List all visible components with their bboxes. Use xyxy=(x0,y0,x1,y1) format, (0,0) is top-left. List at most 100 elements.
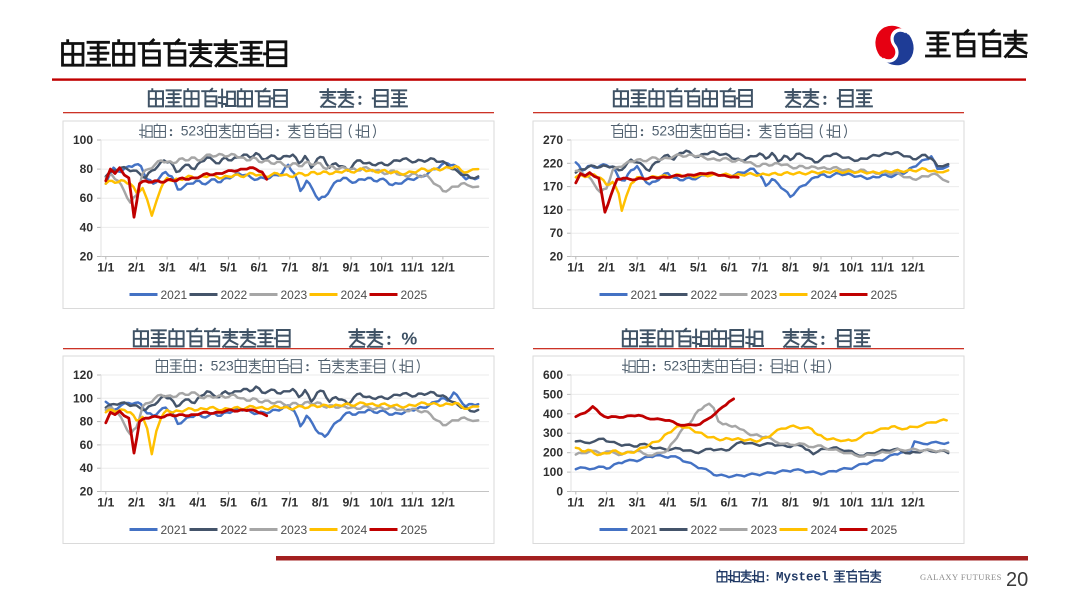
svg-text:2024: 2024 xyxy=(341,288,368,302)
svg-text:12/1: 12/1 xyxy=(901,261,925,275)
svg-text:3/1: 3/1 xyxy=(159,261,176,275)
svg-text:12/1: 12/1 xyxy=(431,261,455,275)
svg-text:10/1: 10/1 xyxy=(840,496,864,510)
svg-text:5/1: 5/1 xyxy=(690,496,707,510)
svg-text:12/1: 12/1 xyxy=(431,496,455,510)
svg-text:40: 40 xyxy=(80,461,94,475)
svg-text:0: 0 xyxy=(556,485,563,499)
svg-text:400: 400 xyxy=(543,407,563,421)
svg-text:300: 300 xyxy=(543,426,563,440)
svg-text:2021: 2021 xyxy=(631,288,658,302)
svg-text:5/1: 5/1 xyxy=(220,261,237,275)
svg-text:523: 523 xyxy=(664,358,687,374)
svg-text:270: 270 xyxy=(543,133,563,147)
svg-text:4/1: 4/1 xyxy=(659,496,676,510)
svg-text:2025: 2025 xyxy=(871,523,898,537)
svg-text:7/1: 7/1 xyxy=(281,496,298,510)
svg-text:Mysteel: Mysteel xyxy=(776,571,829,585)
svg-text:10/1: 10/1 xyxy=(840,261,864,275)
svg-text:2024: 2024 xyxy=(811,288,838,302)
svg-text:120: 120 xyxy=(73,368,93,382)
svg-text:2021: 2021 xyxy=(631,523,658,537)
svg-text:600: 600 xyxy=(543,368,563,382)
svg-text:2025: 2025 xyxy=(401,523,428,537)
svg-text:10/1: 10/1 xyxy=(370,261,394,275)
svg-text:2023: 2023 xyxy=(751,288,778,302)
svg-text:10/1: 10/1 xyxy=(370,496,394,510)
svg-text:2025: 2025 xyxy=(401,288,428,302)
svg-text:40: 40 xyxy=(80,220,94,234)
svg-text:5/1: 5/1 xyxy=(690,261,707,275)
svg-text:2023: 2023 xyxy=(281,523,308,537)
svg-text:6/1: 6/1 xyxy=(720,496,737,510)
svg-text:9/1: 9/1 xyxy=(342,261,359,275)
svg-text:20: 20 xyxy=(1006,569,1028,591)
svg-text:60: 60 xyxy=(80,438,94,452)
svg-text:80: 80 xyxy=(80,415,94,429)
svg-text:1/1: 1/1 xyxy=(97,496,114,510)
svg-text:11/1: 11/1 xyxy=(871,496,894,510)
svg-text:12/1: 12/1 xyxy=(901,496,925,510)
svg-text:2022: 2022 xyxy=(221,523,248,537)
svg-text:20: 20 xyxy=(550,250,564,264)
svg-text:170: 170 xyxy=(543,180,563,194)
svg-text:8/1: 8/1 xyxy=(782,496,799,510)
svg-text:2022: 2022 xyxy=(691,523,718,537)
svg-text:4/1: 4/1 xyxy=(659,261,676,275)
svg-text:2022: 2022 xyxy=(221,288,248,302)
svg-text:1/1: 1/1 xyxy=(97,261,114,275)
svg-text:60: 60 xyxy=(80,191,94,205)
svg-text:200: 200 xyxy=(543,446,563,460)
svg-text:500: 500 xyxy=(543,387,563,401)
svg-text:1/1: 1/1 xyxy=(567,496,584,510)
svg-text:2025: 2025 xyxy=(871,288,898,302)
svg-text:2022: 2022 xyxy=(691,288,718,302)
svg-text:120: 120 xyxy=(543,203,563,217)
svg-text:2023: 2023 xyxy=(281,288,308,302)
svg-text:2021: 2021 xyxy=(161,288,188,302)
svg-text:11/1: 11/1 xyxy=(401,496,424,510)
svg-text:70: 70 xyxy=(550,226,564,240)
svg-text:9/1: 9/1 xyxy=(812,496,829,510)
svg-text:6/1: 6/1 xyxy=(720,261,737,275)
svg-text:9/1: 9/1 xyxy=(342,496,359,510)
svg-text:2/1: 2/1 xyxy=(128,496,145,510)
svg-text:2/1: 2/1 xyxy=(598,496,615,510)
svg-text:8/1: 8/1 xyxy=(312,261,329,275)
svg-text:100: 100 xyxy=(73,133,93,147)
svg-text:6/1: 6/1 xyxy=(251,261,268,275)
svg-text:220: 220 xyxy=(543,156,563,170)
svg-text:523: 523 xyxy=(652,123,675,139)
svg-text:8/1: 8/1 xyxy=(312,496,329,510)
svg-text:8/1: 8/1 xyxy=(782,261,799,275)
svg-text:2/1: 2/1 xyxy=(598,261,615,275)
svg-text:2/1: 2/1 xyxy=(128,261,145,275)
svg-text:2024: 2024 xyxy=(341,523,368,537)
svg-text:2024: 2024 xyxy=(811,523,838,537)
svg-text:100: 100 xyxy=(73,391,93,405)
svg-text:11/1: 11/1 xyxy=(871,261,894,275)
svg-text:3/1: 3/1 xyxy=(159,496,176,510)
svg-text:523: 523 xyxy=(211,358,234,374)
svg-text:11/1: 11/1 xyxy=(401,261,424,275)
svg-text:7/1: 7/1 xyxy=(751,261,768,275)
svg-text:7/1: 7/1 xyxy=(751,496,768,510)
svg-text:5/1: 5/1 xyxy=(220,496,237,510)
svg-text:%: % xyxy=(401,328,417,348)
svg-text:9/1: 9/1 xyxy=(812,261,829,275)
svg-text:4/1: 4/1 xyxy=(189,261,206,275)
svg-text:20: 20 xyxy=(80,485,94,499)
svg-text:20: 20 xyxy=(80,250,94,264)
svg-text:GALAXY FUTURES: GALAXY FUTURES xyxy=(920,572,1002,582)
svg-text:4/1: 4/1 xyxy=(189,496,206,510)
svg-text:3/1: 3/1 xyxy=(629,261,646,275)
svg-text:2023: 2023 xyxy=(751,523,778,537)
svg-text:6/1: 6/1 xyxy=(251,496,268,510)
svg-text:7/1: 7/1 xyxy=(281,261,298,275)
svg-text:80: 80 xyxy=(80,162,94,176)
svg-text:1/1: 1/1 xyxy=(567,261,584,275)
svg-text:523: 523 xyxy=(181,123,204,139)
svg-text:3/1: 3/1 xyxy=(629,496,646,510)
svg-text:2021: 2021 xyxy=(161,523,188,537)
svg-text:100: 100 xyxy=(543,465,563,479)
